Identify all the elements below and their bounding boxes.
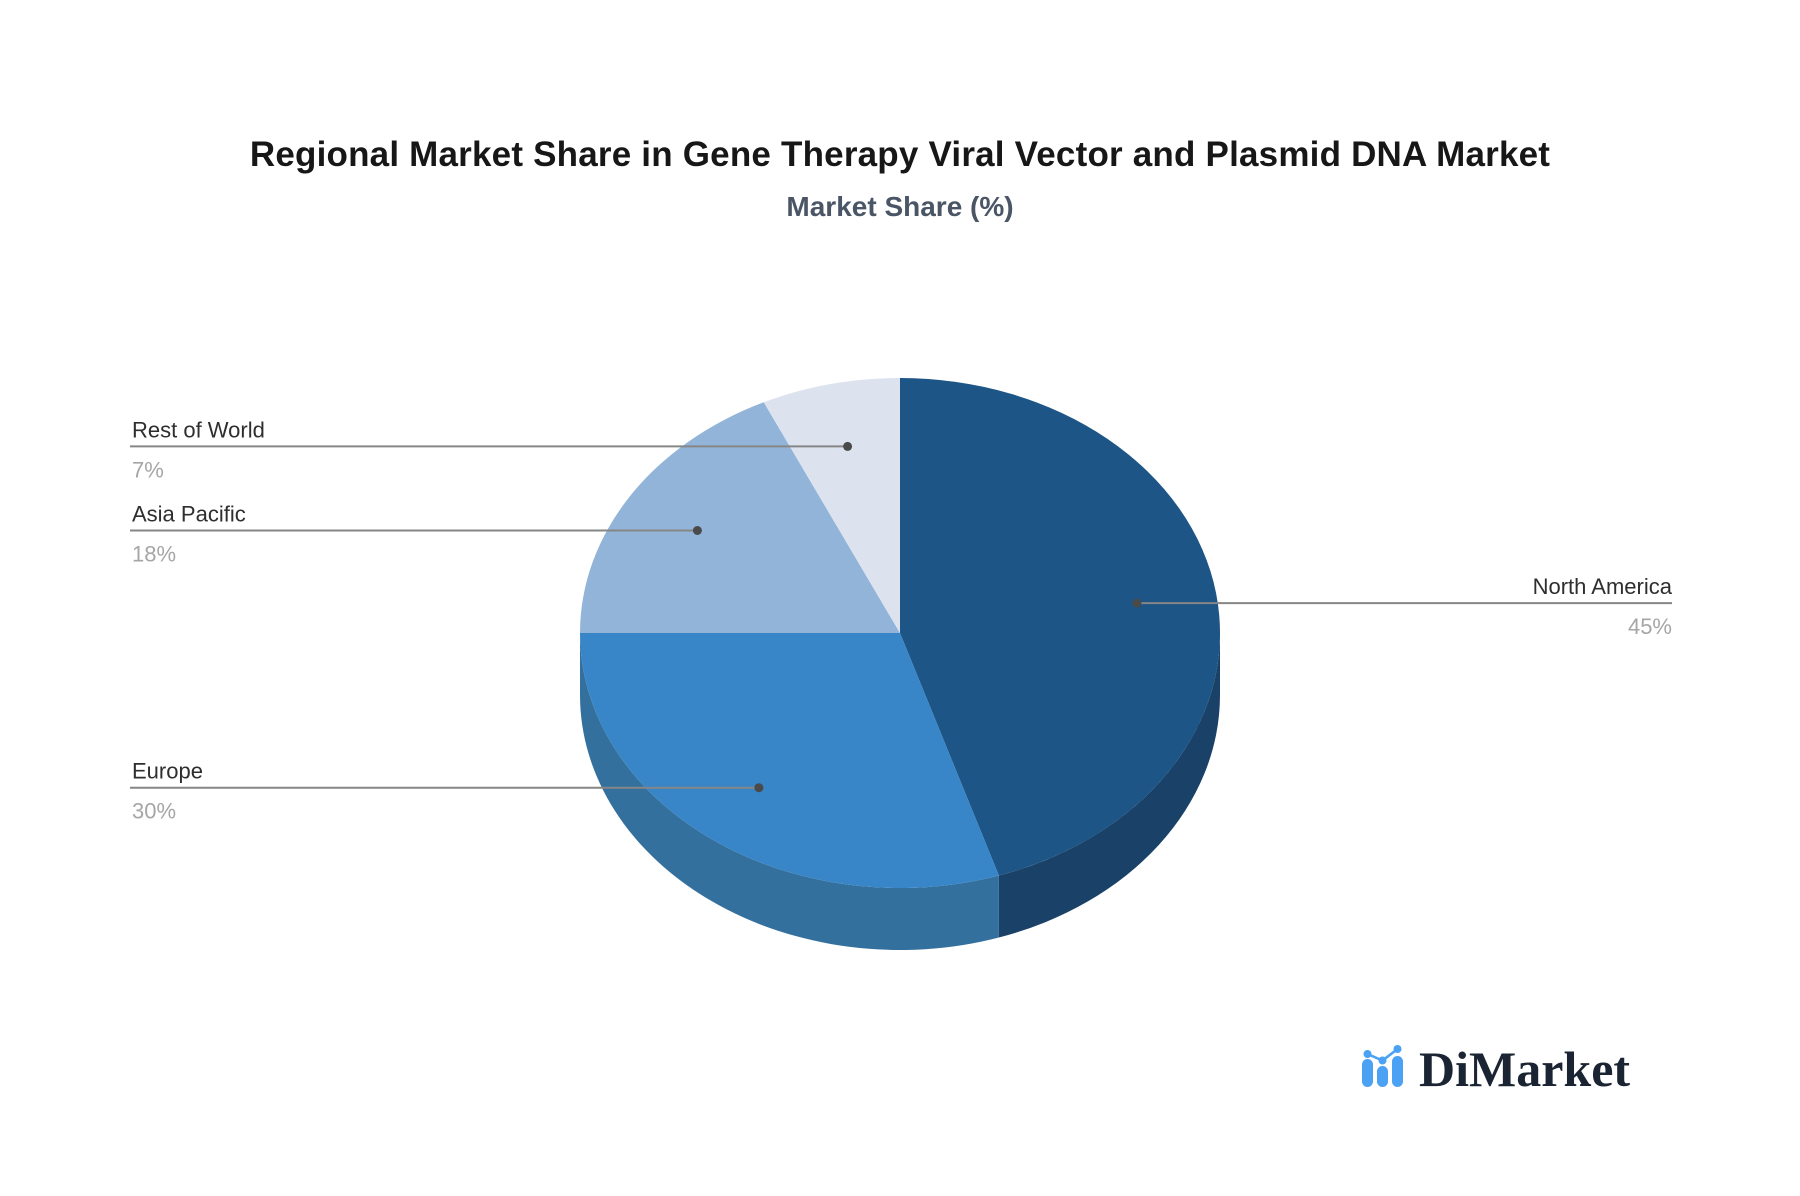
pie-slice-asia-pacific bbox=[580, 402, 900, 633]
slice-label-north-america: North America bbox=[1533, 574, 1673, 599]
leader-dot-asia-pacific bbox=[692, 526, 702, 535]
brand-logo: DiMarket bbox=[1362, 1040, 1652, 1094]
slice-label-europe: Europe bbox=[132, 759, 203, 784]
pie-slice-side-europe bbox=[580, 633, 999, 951]
slice-value-europe: 30% bbox=[132, 799, 176, 824]
slice-value-asia-pacific: 18% bbox=[132, 542, 176, 567]
chart-subtitle: Market Share (%) bbox=[786, 191, 1014, 222]
leader-dot-europe bbox=[754, 783, 764, 793]
slice-label-asia-pacific: Asia Pacific bbox=[132, 502, 246, 527]
pie-slice-europe bbox=[580, 633, 999, 889]
leader-dot-rest-of-world bbox=[843, 441, 853, 451]
slice-value-rest-of-world: 7% bbox=[132, 457, 164, 482]
leader-dot-north-america bbox=[1132, 598, 1142, 608]
slice-label-rest-of-world: Rest of World bbox=[132, 417, 265, 442]
pie-slice-rest-of-world bbox=[763, 378, 900, 633]
brand-name: DiMarket bbox=[1419, 1041, 1631, 1097]
bar-line-chart-icon bbox=[1362, 1045, 1403, 1087]
slice-value-north-america: 45% bbox=[1628, 614, 1672, 639]
pie-slice-north-america bbox=[900, 378, 1221, 876]
chart-title: Regional Market Share in Gene Therapy Vi… bbox=[249, 135, 1551, 174]
pie-slice-side-north-america bbox=[998, 633, 1220, 938]
